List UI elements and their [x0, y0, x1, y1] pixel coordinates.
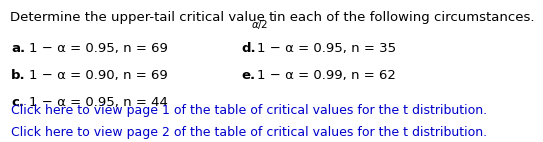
- Text: 1 − α = 0.95, n = 35: 1 − α = 0.95, n = 35: [257, 42, 396, 55]
- Text: a.: a.: [11, 42, 25, 55]
- Text: Click here to view page 2 of the table of critical values for the t distribution: Click here to view page 2 of the table o…: [11, 126, 487, 139]
- Text: Determine the upper-tail critical value t: Determine the upper-tail critical value …: [10, 11, 275, 24]
- Text: Click here to view page 1 of the table of critical values for the t distribution: Click here to view page 1 of the table o…: [11, 104, 487, 117]
- Text: 1 − α = 0.95, n = 69: 1 − α = 0.95, n = 69: [29, 42, 168, 55]
- Text: c.: c.: [11, 96, 24, 109]
- Text: 1 − α = 0.95, n = 44: 1 − α = 0.95, n = 44: [29, 96, 168, 109]
- Text: in each of the following circumstances.: in each of the following circumstances.: [269, 11, 534, 24]
- Text: 1 − α = 0.90, n = 69: 1 − α = 0.90, n = 69: [29, 69, 167, 82]
- Text: b.: b.: [11, 69, 26, 82]
- Text: $\alpha/2$: $\alpha/2$: [251, 18, 269, 31]
- Text: e.: e.: [241, 69, 255, 82]
- Text: d.: d.: [241, 42, 256, 55]
- Text: 1 − α = 0.99, n = 62: 1 − α = 0.99, n = 62: [257, 69, 396, 82]
